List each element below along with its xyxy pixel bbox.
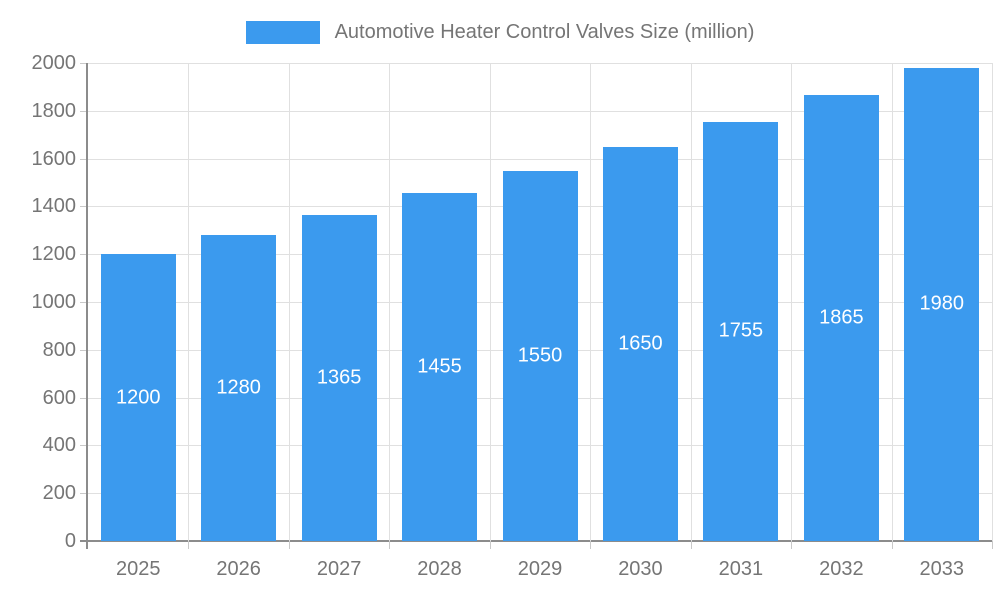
bar-value-label: 1980 [919,292,965,315]
bar-value-label: 1455 [417,355,462,378]
legend: Automotive Heater Control Valves Size (m… [0,20,1000,45]
y-tick-label: 2000 [31,52,77,74]
y-tick-label: 200 [42,482,76,505]
y-tick-label: 1000 [31,291,77,313]
gridline-vertical [992,63,993,541]
x-tick-label: 2028 [417,558,462,580]
y-axis-tick [80,206,88,208]
y-axis-tick [80,110,88,112]
bar: 1280 [201,235,277,541]
x-tick-label: 2025 [115,558,161,580]
x-axis-tick [188,541,190,549]
bar: 1980 [904,67,980,541]
gridline-vertical [188,63,190,541]
gridline-vertical [791,63,793,541]
gridline-horizontal [88,110,992,112]
bar: 1755 [703,121,779,541]
y-axis-tick [80,445,88,447]
y-tick-label: 1400 [31,195,77,218]
bar-value-label: 1550 [517,344,563,367]
bar: 1455 [402,193,478,541]
bar: 1550 [502,170,578,541]
x-axis-tick [288,541,290,549]
x-axis-line [80,540,992,542]
x-axis-tick [489,541,491,549]
bar-value-label: 1200 [115,386,161,409]
legend-swatch [245,21,320,44]
y-axis-tick [80,493,88,495]
gridline-vertical [288,63,290,541]
x-tick-label: 2029 [517,558,563,580]
y-tick-label: 1800 [31,99,77,122]
gridline-vertical [690,63,692,541]
x-tick-label: 2030 [618,558,663,580]
y-tick-label: 800 [42,338,76,361]
bar: 1200 [100,254,176,541]
y-axis-line [86,63,88,549]
bar-value-label: 1650 [618,332,663,355]
gridline-horizontal [88,158,992,160]
gridline-horizontal [88,63,992,64]
x-tick-label: 2033 [919,558,965,580]
x-axis-tick [690,541,692,549]
x-tick-label: 2027 [316,558,362,580]
legend-label: Automotive Heater Control Valves Size (m… [334,21,755,43]
y-tick-label: 0 [64,530,76,552]
x-axis-tick [992,541,993,549]
x-axis-tick [389,541,391,549]
y-axis-tick [80,302,88,303]
gridline-vertical [489,63,491,541]
x-axis-tick [590,541,592,549]
bar-value-label: 1755 [718,319,764,342]
y-axis-tick [80,349,88,351]
bar-value-label: 1865 [819,306,864,329]
x-axis-tick [791,541,793,549]
y-axis-tick [80,158,88,160]
x-tick-label: 2032 [819,558,864,580]
y-tick-label: 400 [42,434,76,457]
y-axis-tick [80,397,88,399]
bar: 1650 [602,146,678,541]
x-axis-tick [891,541,893,549]
gridline-vertical [590,63,592,541]
y-axis-tick [80,254,88,256]
bar-value-label: 1280 [216,376,261,399]
gridline-vertical [891,63,893,541]
x-tick-label: 2031 [718,558,764,580]
y-tick-label: 1200 [31,243,77,266]
x-tick-label: 2026 [216,558,261,580]
y-axis-tick [80,63,88,64]
y-tick-label: 1600 [31,147,77,170]
bar-value-label: 1365 [316,366,362,389]
y-tick-label: 600 [42,386,76,409]
gridline-vertical [389,63,391,541]
bar: 1365 [301,214,377,541]
bar: 1865 [803,95,879,541]
